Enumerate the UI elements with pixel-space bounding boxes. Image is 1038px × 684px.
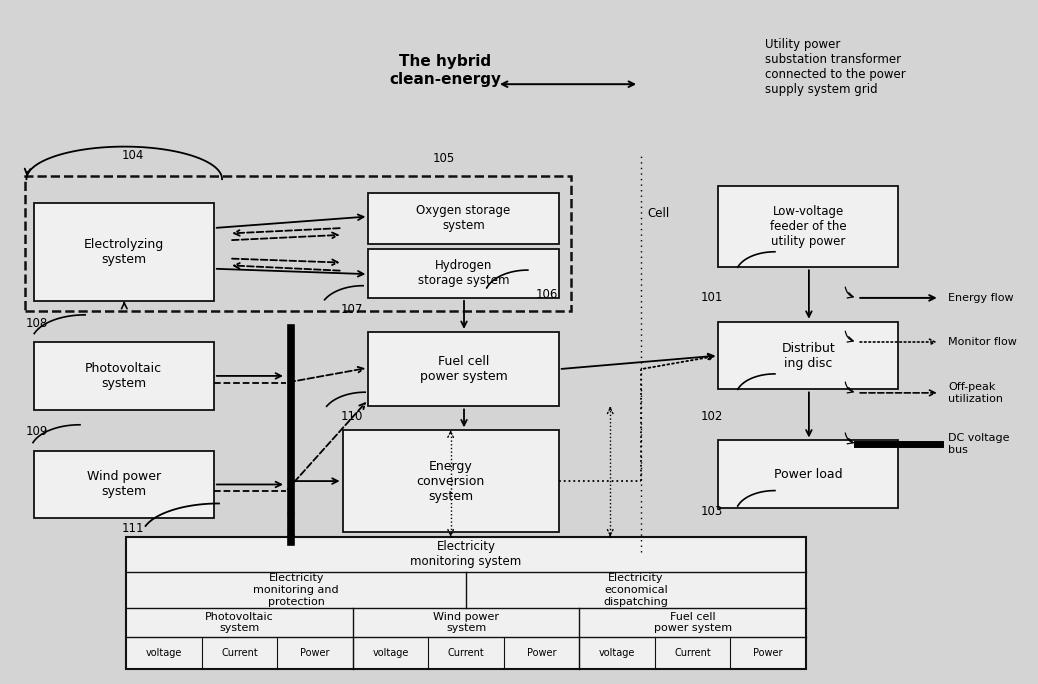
Text: voltage: voltage [599, 648, 635, 658]
Text: 111: 111 [121, 522, 143, 535]
Text: 103: 103 [701, 505, 723, 518]
Text: Power: Power [527, 648, 556, 658]
Text: Current: Current [675, 648, 711, 658]
FancyBboxPatch shape [368, 193, 558, 244]
Text: Energy
conversion
system: Energy conversion system [416, 460, 485, 503]
Text: Electricity
monitoring and
protection: Electricity monitoring and protection [253, 573, 339, 607]
Text: DC voltage
bus: DC voltage bus [948, 433, 1009, 455]
Text: Fuel cell
power system: Fuel cell power system [654, 611, 732, 633]
FancyBboxPatch shape [718, 321, 899, 389]
Text: Low-voltage
feeder of the
utility power: Low-voltage feeder of the utility power [770, 205, 847, 248]
Text: Energy flow: Energy flow [948, 293, 1013, 303]
FancyBboxPatch shape [368, 249, 558, 298]
Text: Power: Power [300, 648, 330, 658]
Text: Photovoltaic
system: Photovoltaic system [206, 611, 274, 633]
FancyBboxPatch shape [33, 342, 214, 410]
FancyBboxPatch shape [33, 203, 214, 301]
Text: Power load: Power load [774, 468, 843, 481]
Text: Fuel cell
power system: Fuel cell power system [419, 355, 508, 383]
FancyBboxPatch shape [718, 440, 899, 508]
Text: 110: 110 [340, 410, 363, 423]
Text: Current: Current [221, 648, 258, 658]
Text: 107: 107 [340, 303, 363, 316]
FancyBboxPatch shape [718, 186, 899, 267]
Text: voltage: voltage [373, 648, 409, 658]
FancyBboxPatch shape [127, 537, 805, 669]
Text: 104: 104 [121, 149, 143, 162]
Text: voltage: voltage [146, 648, 183, 658]
Text: 109: 109 [25, 425, 48, 438]
FancyBboxPatch shape [368, 332, 558, 406]
Text: 102: 102 [701, 410, 723, 423]
Text: Oxygen storage
system: Oxygen storage system [416, 205, 511, 232]
Text: Monitor flow: Monitor flow [948, 337, 1017, 347]
Text: 101: 101 [701, 291, 723, 304]
Text: Power: Power [754, 648, 783, 658]
Text: Current: Current [447, 648, 485, 658]
Text: The hybrid
clean-energy: The hybrid clean-energy [389, 55, 501, 87]
Text: Cell: Cell [648, 207, 670, 220]
FancyBboxPatch shape [343, 430, 558, 532]
Text: Utility power
substation transformer
connected to the power
supply system grid: Utility power substation transformer con… [765, 38, 905, 96]
Text: 108: 108 [25, 317, 48, 330]
Text: 105: 105 [433, 153, 456, 166]
Text: Electricity
economical
dispatching: Electricity economical dispatching [603, 573, 668, 607]
Text: 106: 106 [536, 288, 558, 301]
Text: Off-peak
utilization: Off-peak utilization [948, 382, 1003, 404]
FancyBboxPatch shape [33, 451, 214, 518]
Text: Wind power
system: Wind power system [433, 611, 499, 633]
Text: Distribut
ing disc: Distribut ing disc [782, 341, 836, 369]
Text: Electricity
monitoring system: Electricity monitoring system [410, 540, 522, 568]
Text: Hydrogen
storage system: Hydrogen storage system [417, 259, 510, 287]
Text: Photovoltaic
system: Photovoltaic system [85, 362, 162, 390]
Text: Electrolyzing
system: Electrolyzing system [84, 238, 164, 266]
Text: Wind power
system: Wind power system [87, 471, 161, 499]
